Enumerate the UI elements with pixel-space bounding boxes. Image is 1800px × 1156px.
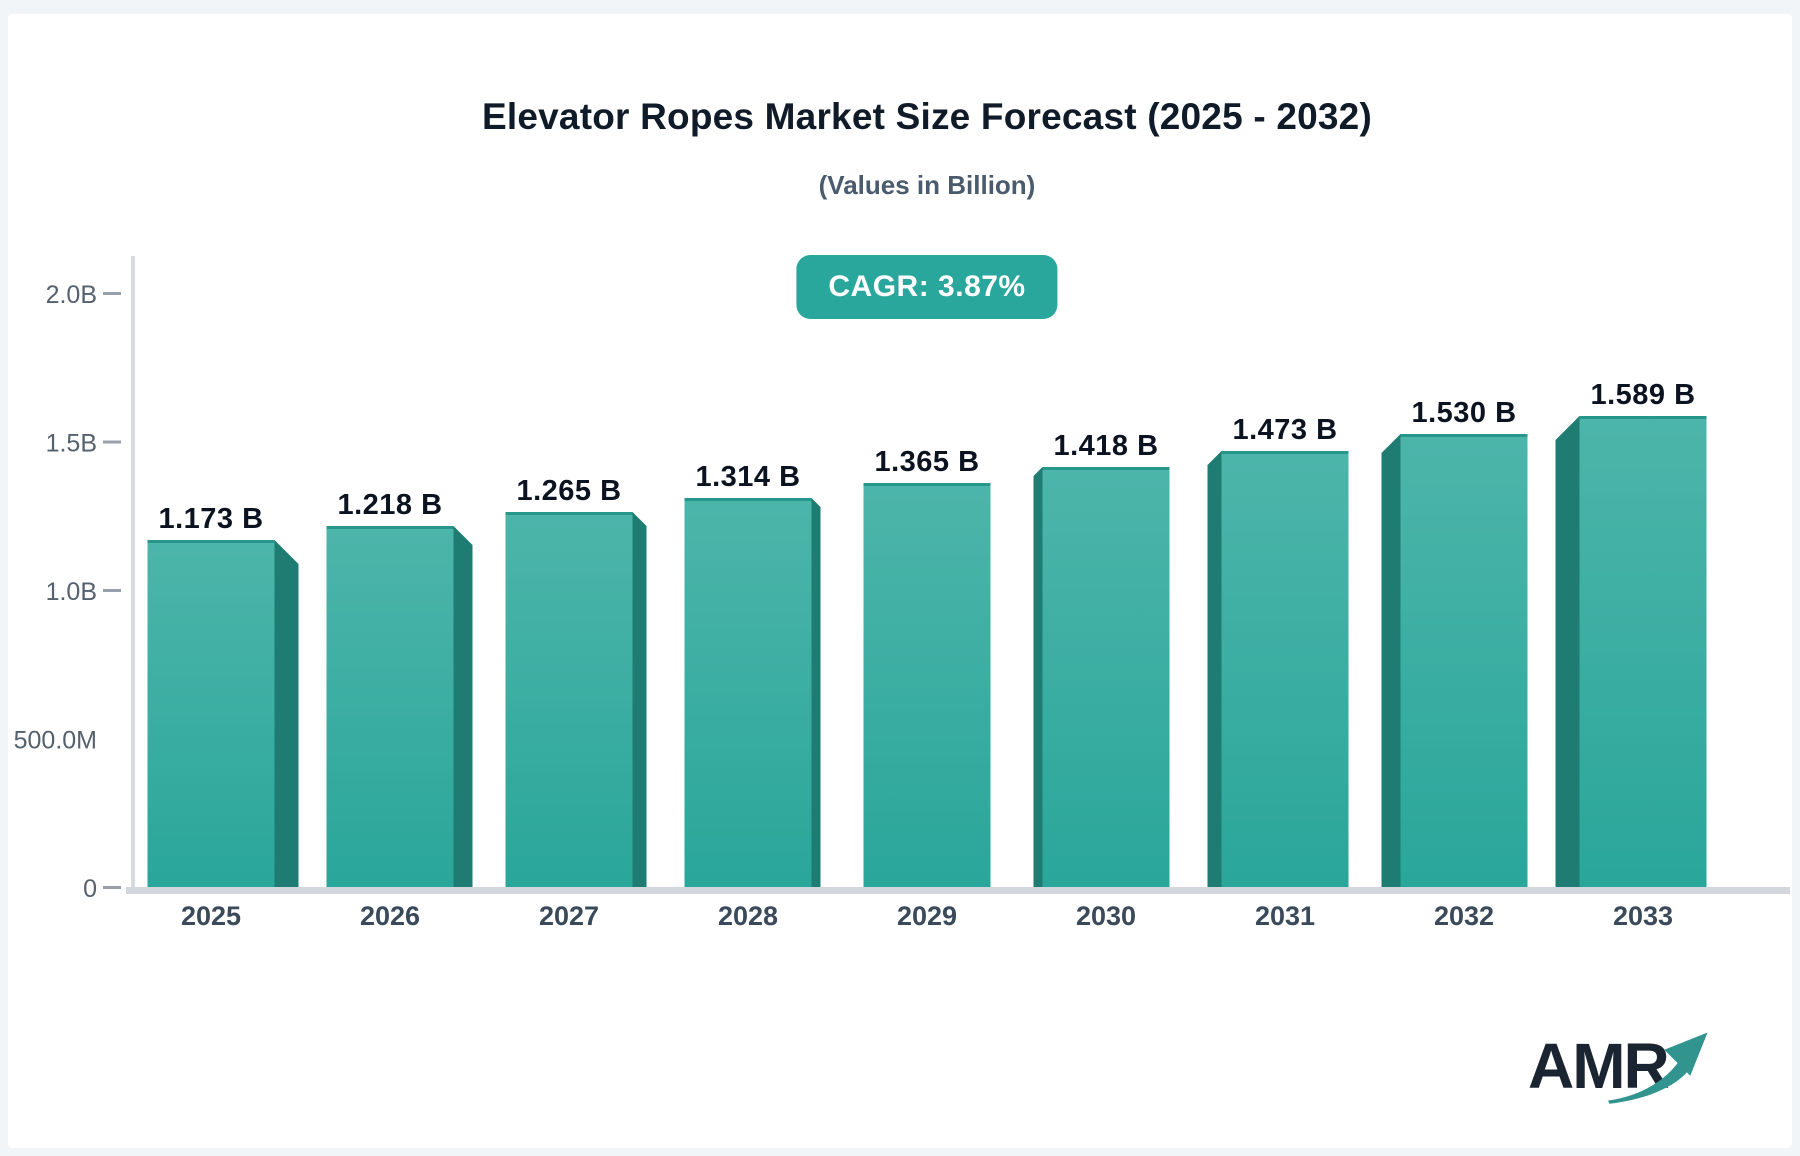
growth-arrow-icon: [1608, 1032, 1708, 1104]
page-title: Elevator Ropes Market Size Forecast (202…: [482, 96, 1372, 137]
cagr-badge: CAGR: 3.87%: [796, 255, 1058, 319]
chart-header: Elevator Ropes Market Size Forecast (202…: [133, 0, 1721, 340]
amr-logo-text: AMR: [1528, 1030, 1670, 1102]
amr-logo: AMR: [1528, 1030, 1728, 1124]
chart-subtitle: (Values in Billion): [818, 170, 1036, 200]
